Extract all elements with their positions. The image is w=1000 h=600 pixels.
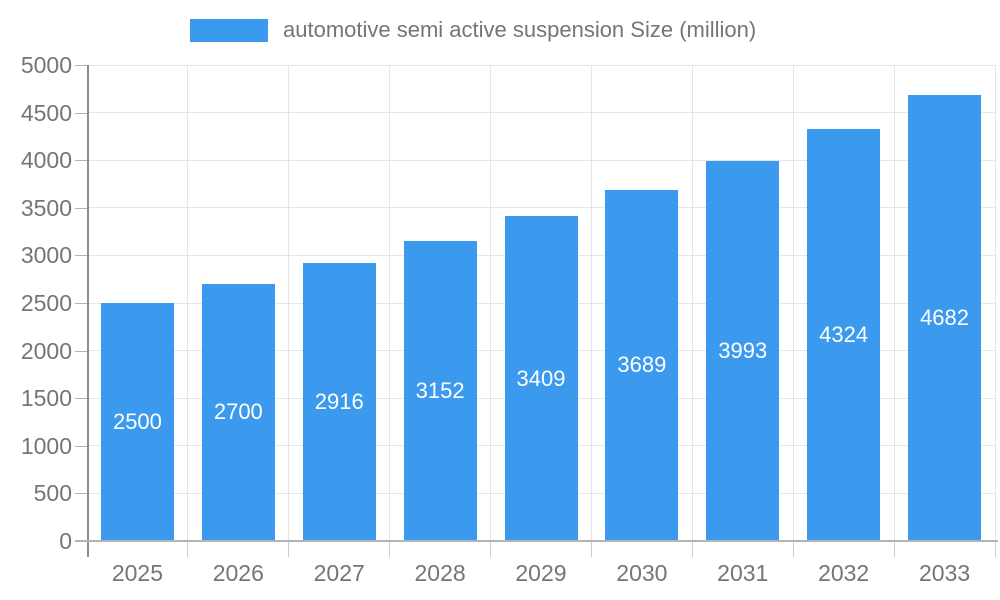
v-gridline: [792, 65, 794, 541]
bar: 3409: [504, 216, 578, 541]
y-axis-tick: [75, 112, 88, 114]
bar-value-label: 2916: [314, 389, 364, 415]
v-gridline: [994, 65, 996, 541]
bar-value-label: 3993: [718, 337, 768, 363]
x-axis-tick: [490, 542, 492, 557]
x-tick-label: 2033: [918, 560, 971, 586]
y-tick-label: 4500: [20, 99, 72, 126]
x-tick-label: 2030: [616, 560, 668, 586]
y-axis-tick: [75, 160, 88, 162]
bar-value-label: 3152: [415, 377, 465, 403]
y-axis-tick: [75, 445, 88, 447]
y-axis-tick: [75, 350, 88, 352]
x-tick-label: 2025: [111, 560, 164, 586]
bar: 4682: [908, 95, 982, 541]
h-gridline: [87, 64, 995, 66]
h-gridline: [87, 159, 995, 161]
y-tick-label: 2500: [20, 290, 72, 316]
y-tick-label: 500: [33, 480, 72, 507]
h-gridline: [87, 207, 995, 209]
y-tick-label: 5000: [20, 52, 72, 78]
y-tick-label: 0: [59, 528, 72, 554]
y-tick-label: 3000: [20, 242, 72, 269]
bar-value-label: 4324: [819, 322, 869, 348]
v-gridline: [893, 65, 895, 541]
bar-value-label: 2500: [112, 409, 162, 434]
v-gridline: [187, 65, 189, 541]
v-gridline: [389, 65, 391, 541]
v-gridline: [490, 65, 492, 541]
x-tick-label: 2029: [515, 560, 567, 586]
x-axis-tick: [994, 542, 996, 557]
x-axis-line: [75, 540, 998, 542]
y-axis-tick: [75, 303, 88, 304]
x-tick-label: 2032: [818, 560, 870, 586]
y-tick-label: 3500: [20, 194, 72, 221]
bar-value-label: 4682: [920, 305, 970, 331]
bar-value-label: 3689: [617, 352, 667, 378]
bar: 2500: [100, 303, 174, 541]
h-gridline: [87, 112, 995, 114]
y-axis-tick: [75, 207, 88, 209]
x-axis-tick: [590, 542, 592, 557]
y-axis-tick: [75, 255, 88, 257]
x-axis-tick: [389, 542, 391, 557]
bar-value-label: 2700: [213, 399, 263, 425]
bar: 3993: [706, 160, 780, 541]
v-gridline: [590, 65, 592, 541]
bar: 2700: [201, 283, 275, 541]
v-gridline: [691, 65, 693, 541]
y-axis-tick: [75, 398, 88, 400]
y-tick-label: 1000: [20, 432, 72, 459]
bar: 2916: [302, 263, 376, 541]
y-axis-tick: [75, 493, 88, 495]
legend-label: automotive semi active suspension Size (…: [283, 17, 757, 42]
x-tick-label: 2027: [313, 560, 365, 586]
x-axis-tick: [893, 542, 895, 557]
chart-legend: automotive semi active suspension Size (…: [190, 17, 756, 43]
bar-value-label: 3409: [516, 365, 566, 391]
y-tick-label: 2000: [20, 337, 72, 364]
x-tick-label: 2026: [212, 560, 264, 586]
y-axis-tick: [75, 65, 88, 66]
v-gridline: [288, 65, 290, 541]
y-axis-line: [87, 65, 89, 557]
legend-swatch: [190, 18, 268, 42]
bar: 4324: [807, 129, 881, 541]
x-tick-label: 2028: [414, 560, 466, 586]
y-tick-label: 1500: [20, 385, 72, 412]
bar: 3152: [403, 240, 477, 541]
plot-area: 2500 2700 2916 3152 3409 3689 3993 4324 4682: [87, 64, 996, 541]
bar: 3689: [605, 189, 679, 541]
x-tick-label: 2031: [717, 560, 769, 586]
x-axis-tick: [288, 542, 290, 557]
x-axis-tick: [792, 542, 794, 557]
x-axis-tick: [187, 542, 189, 557]
x-axis-tick: [691, 542, 693, 557]
y-tick-label: 4000: [20, 147, 72, 174]
